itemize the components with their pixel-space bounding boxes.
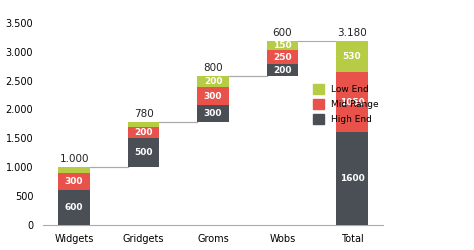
Bar	[128, 127, 159, 138]
Text: 600: 600	[273, 28, 292, 38]
Bar	[337, 41, 368, 72]
Text: 300: 300	[204, 92, 222, 100]
Text: 200: 200	[204, 77, 222, 86]
Text: 800: 800	[203, 63, 223, 73]
Bar	[267, 50, 298, 64]
Legend: Low End, Mid Range, High End: Low End, Mid Range, High End	[313, 84, 379, 124]
Text: 300: 300	[204, 109, 222, 118]
Bar	[128, 138, 159, 167]
Text: 780: 780	[134, 109, 154, 119]
Text: 1600: 1600	[340, 174, 365, 183]
Bar	[128, 122, 159, 127]
Text: 200: 200	[134, 128, 153, 137]
Bar	[198, 105, 229, 122]
Text: 500: 500	[134, 148, 153, 157]
Bar	[337, 132, 368, 225]
Bar	[58, 190, 90, 225]
Text: 3.180: 3.180	[337, 28, 367, 38]
Bar	[198, 88, 229, 105]
Text: 1050: 1050	[340, 98, 365, 107]
Bar	[267, 41, 298, 50]
Bar	[58, 173, 90, 190]
Bar	[337, 72, 368, 132]
Text: 600: 600	[65, 203, 83, 212]
Text: 250: 250	[273, 53, 292, 62]
Text: 530: 530	[343, 52, 361, 61]
Bar	[58, 167, 90, 173]
Text: 200: 200	[273, 66, 292, 75]
Text: 1.000: 1.000	[59, 154, 89, 164]
Bar	[198, 76, 229, 88]
Text: 150: 150	[273, 41, 292, 50]
Bar	[267, 64, 298, 76]
Text: 300: 300	[65, 177, 83, 186]
